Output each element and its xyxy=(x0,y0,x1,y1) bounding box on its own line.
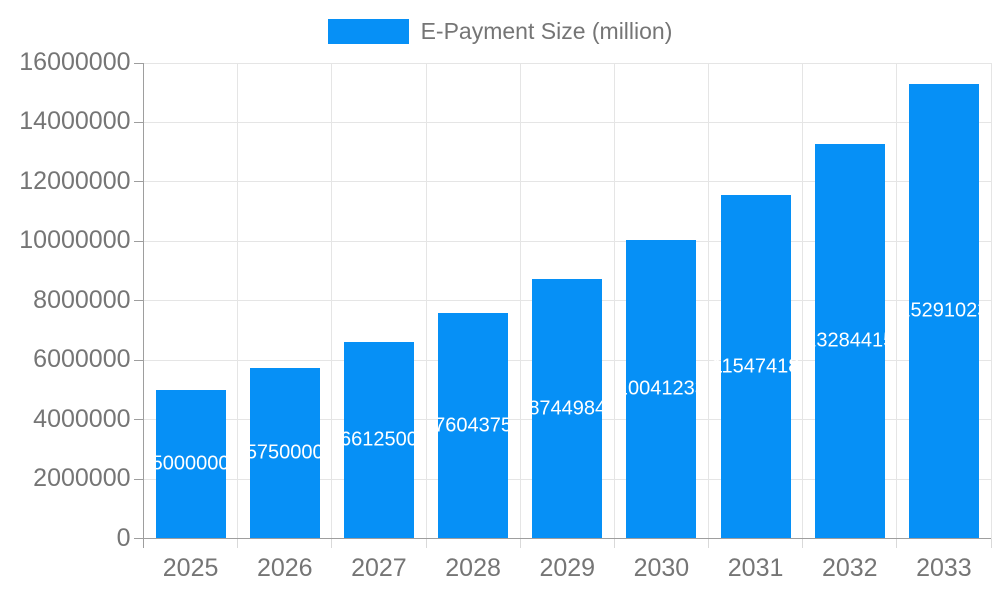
gridline-horizontal xyxy=(143,240,991,242)
x-tick-label: 2033 xyxy=(916,553,972,582)
bar[interactable] xyxy=(720,195,791,539)
x-axis-tick xyxy=(896,538,898,548)
x-tick-label: 2030 xyxy=(633,553,690,582)
x-tick-label: 2026 xyxy=(256,553,313,582)
y-axis-tick xyxy=(133,240,144,242)
bar[interactable] xyxy=(532,278,603,539)
gridline-vertical xyxy=(331,63,333,539)
y-tick-label: 14000000 xyxy=(19,107,131,136)
y-tick-label: 6000000 xyxy=(33,345,131,374)
y-tick-label: 12000000 xyxy=(19,166,131,195)
y-axis-tick xyxy=(133,121,144,123)
x-axis-tick xyxy=(425,538,427,548)
y-axis-tick xyxy=(133,359,144,361)
x-tick-label: 2027 xyxy=(351,553,407,582)
x-axis-tick xyxy=(519,538,521,548)
x-axis-tick xyxy=(708,538,709,548)
gridline-vertical xyxy=(237,63,239,539)
bar[interactable] xyxy=(626,240,697,539)
bar[interactable] xyxy=(438,312,509,539)
x-tick-label: 2031 xyxy=(727,553,784,582)
gridline-vertical xyxy=(708,63,709,539)
x-axis-tick xyxy=(802,538,804,548)
legend-swatch[interactable] xyxy=(327,19,409,44)
bar-value-label: 13284415 xyxy=(805,329,895,352)
x-tick-label: 2029 xyxy=(539,553,596,582)
bar[interactable] xyxy=(908,84,979,539)
legend-label[interactable]: E-Payment Size (million) xyxy=(420,18,673,44)
legend: E-Payment Size (million) xyxy=(0,19,1000,44)
y-tick-label: 16000000 xyxy=(19,48,131,76)
gridline-vertical xyxy=(519,63,521,539)
x-axis-tick xyxy=(237,538,239,548)
y-axis-tick xyxy=(133,419,144,421)
bar[interactable] xyxy=(155,389,226,539)
bar[interactable] xyxy=(814,143,885,539)
y-axis-tick xyxy=(133,181,144,183)
bar-value-label: 15291023 xyxy=(899,299,989,322)
x-tick-label: 2028 xyxy=(445,553,501,582)
y-axis-tick xyxy=(133,478,144,480)
x-axis-tick xyxy=(613,538,615,548)
gridline-vertical xyxy=(802,63,804,539)
x-tick-label: 2025 xyxy=(162,553,219,582)
y-tick-label: 4000000 xyxy=(33,404,131,433)
gridline-horizontal xyxy=(143,121,991,123)
gridline-vertical xyxy=(990,63,992,539)
x-axis-line xyxy=(133,538,991,539)
bar[interactable] xyxy=(343,341,414,539)
gridline-vertical xyxy=(896,63,898,539)
x-axis-tick xyxy=(143,538,144,548)
bar-value-label: 10041233 xyxy=(616,377,706,400)
gridline-horizontal xyxy=(143,62,991,64)
y-axis-line xyxy=(143,63,144,539)
bar[interactable] xyxy=(249,367,320,539)
x-tick-label: 2032 xyxy=(821,553,878,582)
gridline-vertical xyxy=(613,63,615,539)
bar-value-label: 5000000 xyxy=(151,452,230,475)
bar-value-label: 5750000 xyxy=(245,441,324,464)
gridline-horizontal xyxy=(143,181,991,183)
bar-value-label: 8744984 xyxy=(528,397,607,420)
gridline-vertical xyxy=(425,63,427,539)
y-axis-tick xyxy=(133,62,144,64)
y-tick-label: 2000000 xyxy=(33,464,131,493)
y-tick-label: 8000000 xyxy=(33,285,131,314)
x-axis-tick xyxy=(331,538,333,548)
x-axis-tick xyxy=(990,538,992,548)
y-tick-label: 10000000 xyxy=(19,226,131,255)
bar-value-label: 11547418 xyxy=(711,355,800,378)
y-tick-label: 0 xyxy=(116,523,131,552)
bar-value-label: 6612500 xyxy=(339,428,418,451)
y-axis-tick xyxy=(133,300,144,302)
bar-value-label: 7604375 xyxy=(434,414,513,436)
